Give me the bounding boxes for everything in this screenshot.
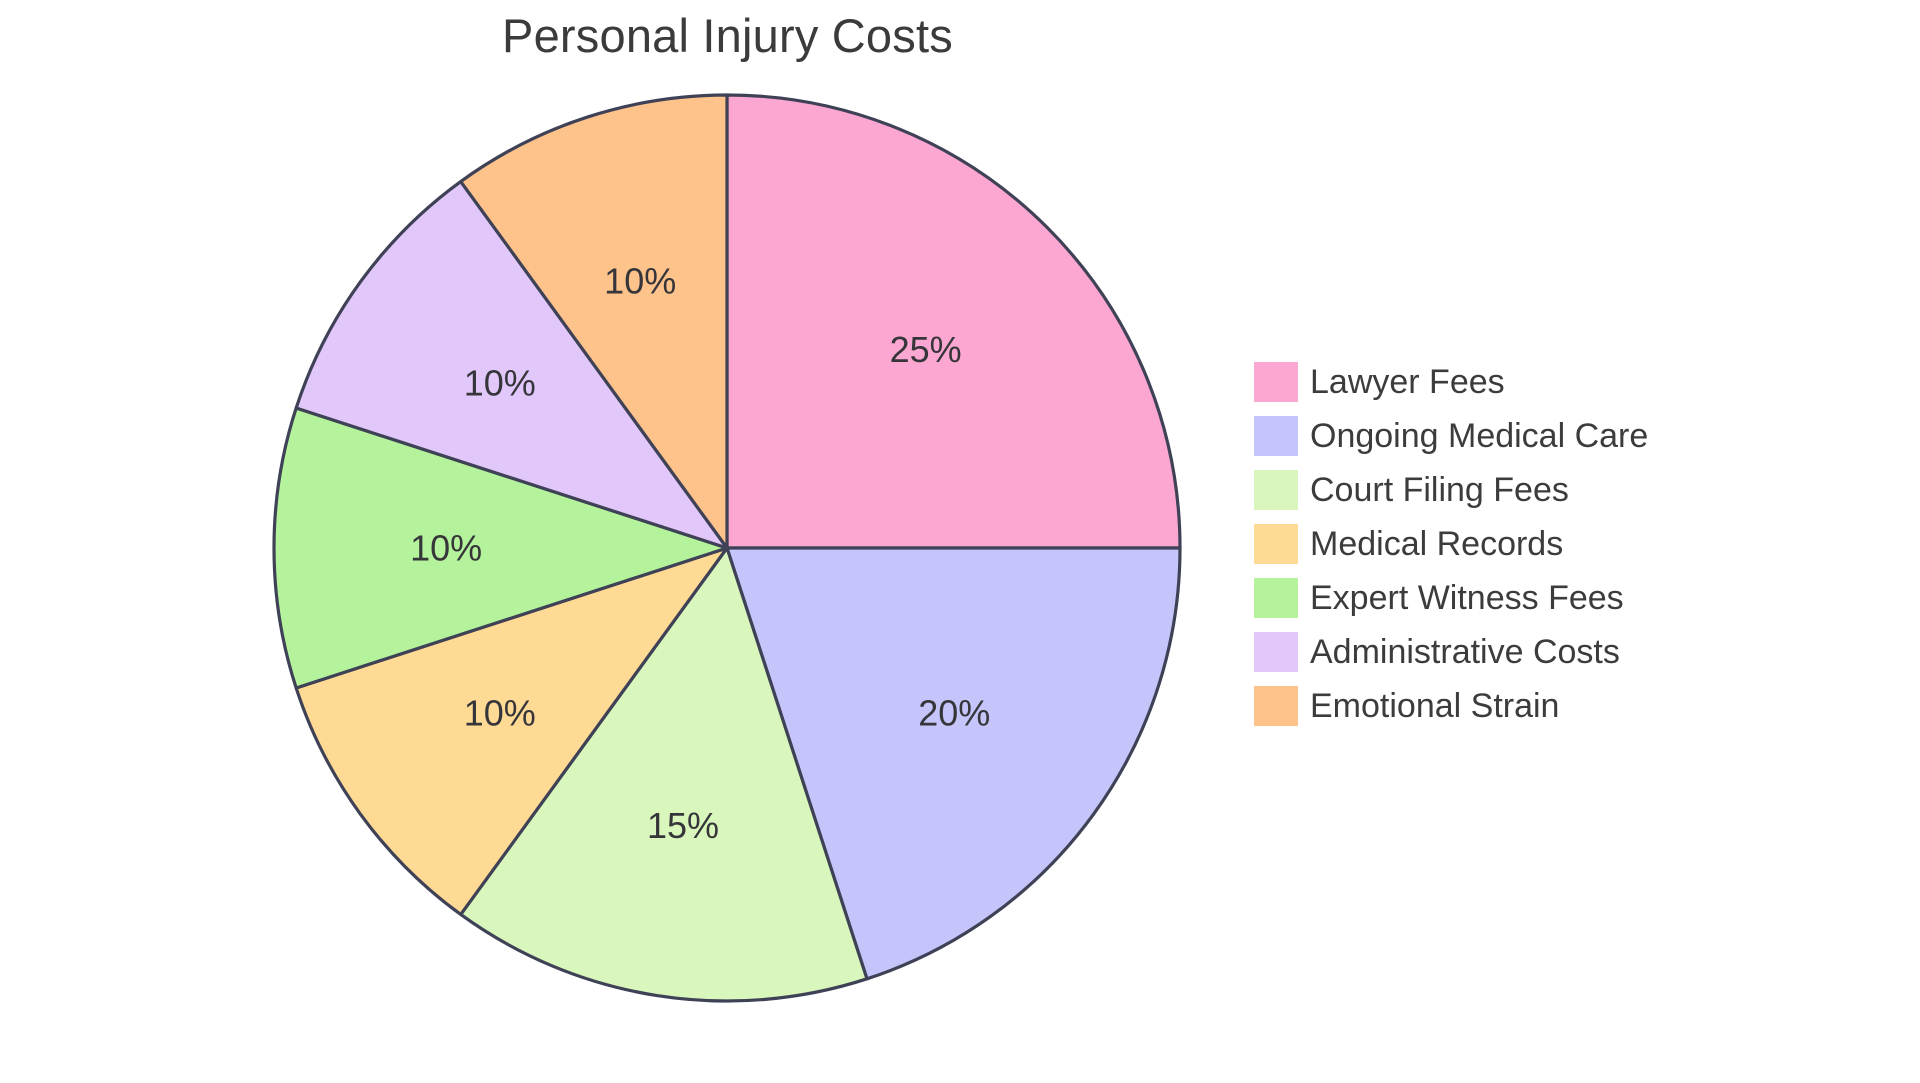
legend-item[interactable]: Emotional Strain [1254,679,1648,733]
legend-color-swatch [1254,578,1298,618]
legend-item-label: Lawyer Fees [1310,363,1505,401]
pie-slice-value-label: 20% [918,693,990,734]
legend-item[interactable]: Expert Witness Fees [1254,571,1648,625]
legend-item[interactable]: Administrative Costs [1254,625,1648,679]
legend-item[interactable]: Medical Records [1254,517,1648,571]
pie-slice[interactable] [294,546,729,917]
chart-legend: Lawyer Fees Ongoing Medical Care Court Fil… [1254,355,1648,733]
legend-item-label: Administrative Costs [1310,633,1620,671]
chart-title: Personal Injury Costs [502,9,953,62]
pie-slice-group [272,93,1182,1003]
legend-item-label: Ongoing Medical Care [1310,417,1649,455]
pie-slice-value-label: 15% [647,805,719,846]
legend-item-label: Court Filing Fees [1310,471,1569,509]
legend-color-swatch [1254,632,1298,672]
legend-color-swatch [1254,362,1298,402]
legend-color-swatch [1254,686,1298,726]
legend-item[interactable]: Ongoing Medical Care [1254,409,1648,463]
legend-color-swatch [1254,470,1298,510]
legend-item-label: Medical Records [1310,525,1564,563]
legend-color-swatch [1254,524,1298,564]
pie-slice[interactable] [459,546,869,1003]
pie-slice[interactable] [272,406,729,690]
pie-slice-value-label: 25% [890,329,962,370]
pie-slice[interactable] [725,93,1182,550]
legend-item-label: Expert Witness Fees [1310,579,1624,617]
pie-slice[interactable] [725,546,1182,981]
legend-item-label: Emotional Strain [1310,687,1560,725]
pie-slice-value-label: 10% [604,260,676,301]
legend-item[interactable]: Lawyer Fees [1254,355,1648,409]
pie-slice[interactable] [294,179,729,550]
pie-slice[interactable] [459,93,729,550]
legend-item[interactable]: Court Filing Fees [1254,463,1648,517]
pie-slice-value-label: 10% [410,528,482,569]
pie-label-group: 25% 20% 15% 10% 10% 10% 10% [410,260,990,846]
pie-slice-value-label: 10% [464,693,536,734]
pie-slice-value-label: 10% [464,362,536,403]
legend-color-swatch [1254,416,1298,456]
